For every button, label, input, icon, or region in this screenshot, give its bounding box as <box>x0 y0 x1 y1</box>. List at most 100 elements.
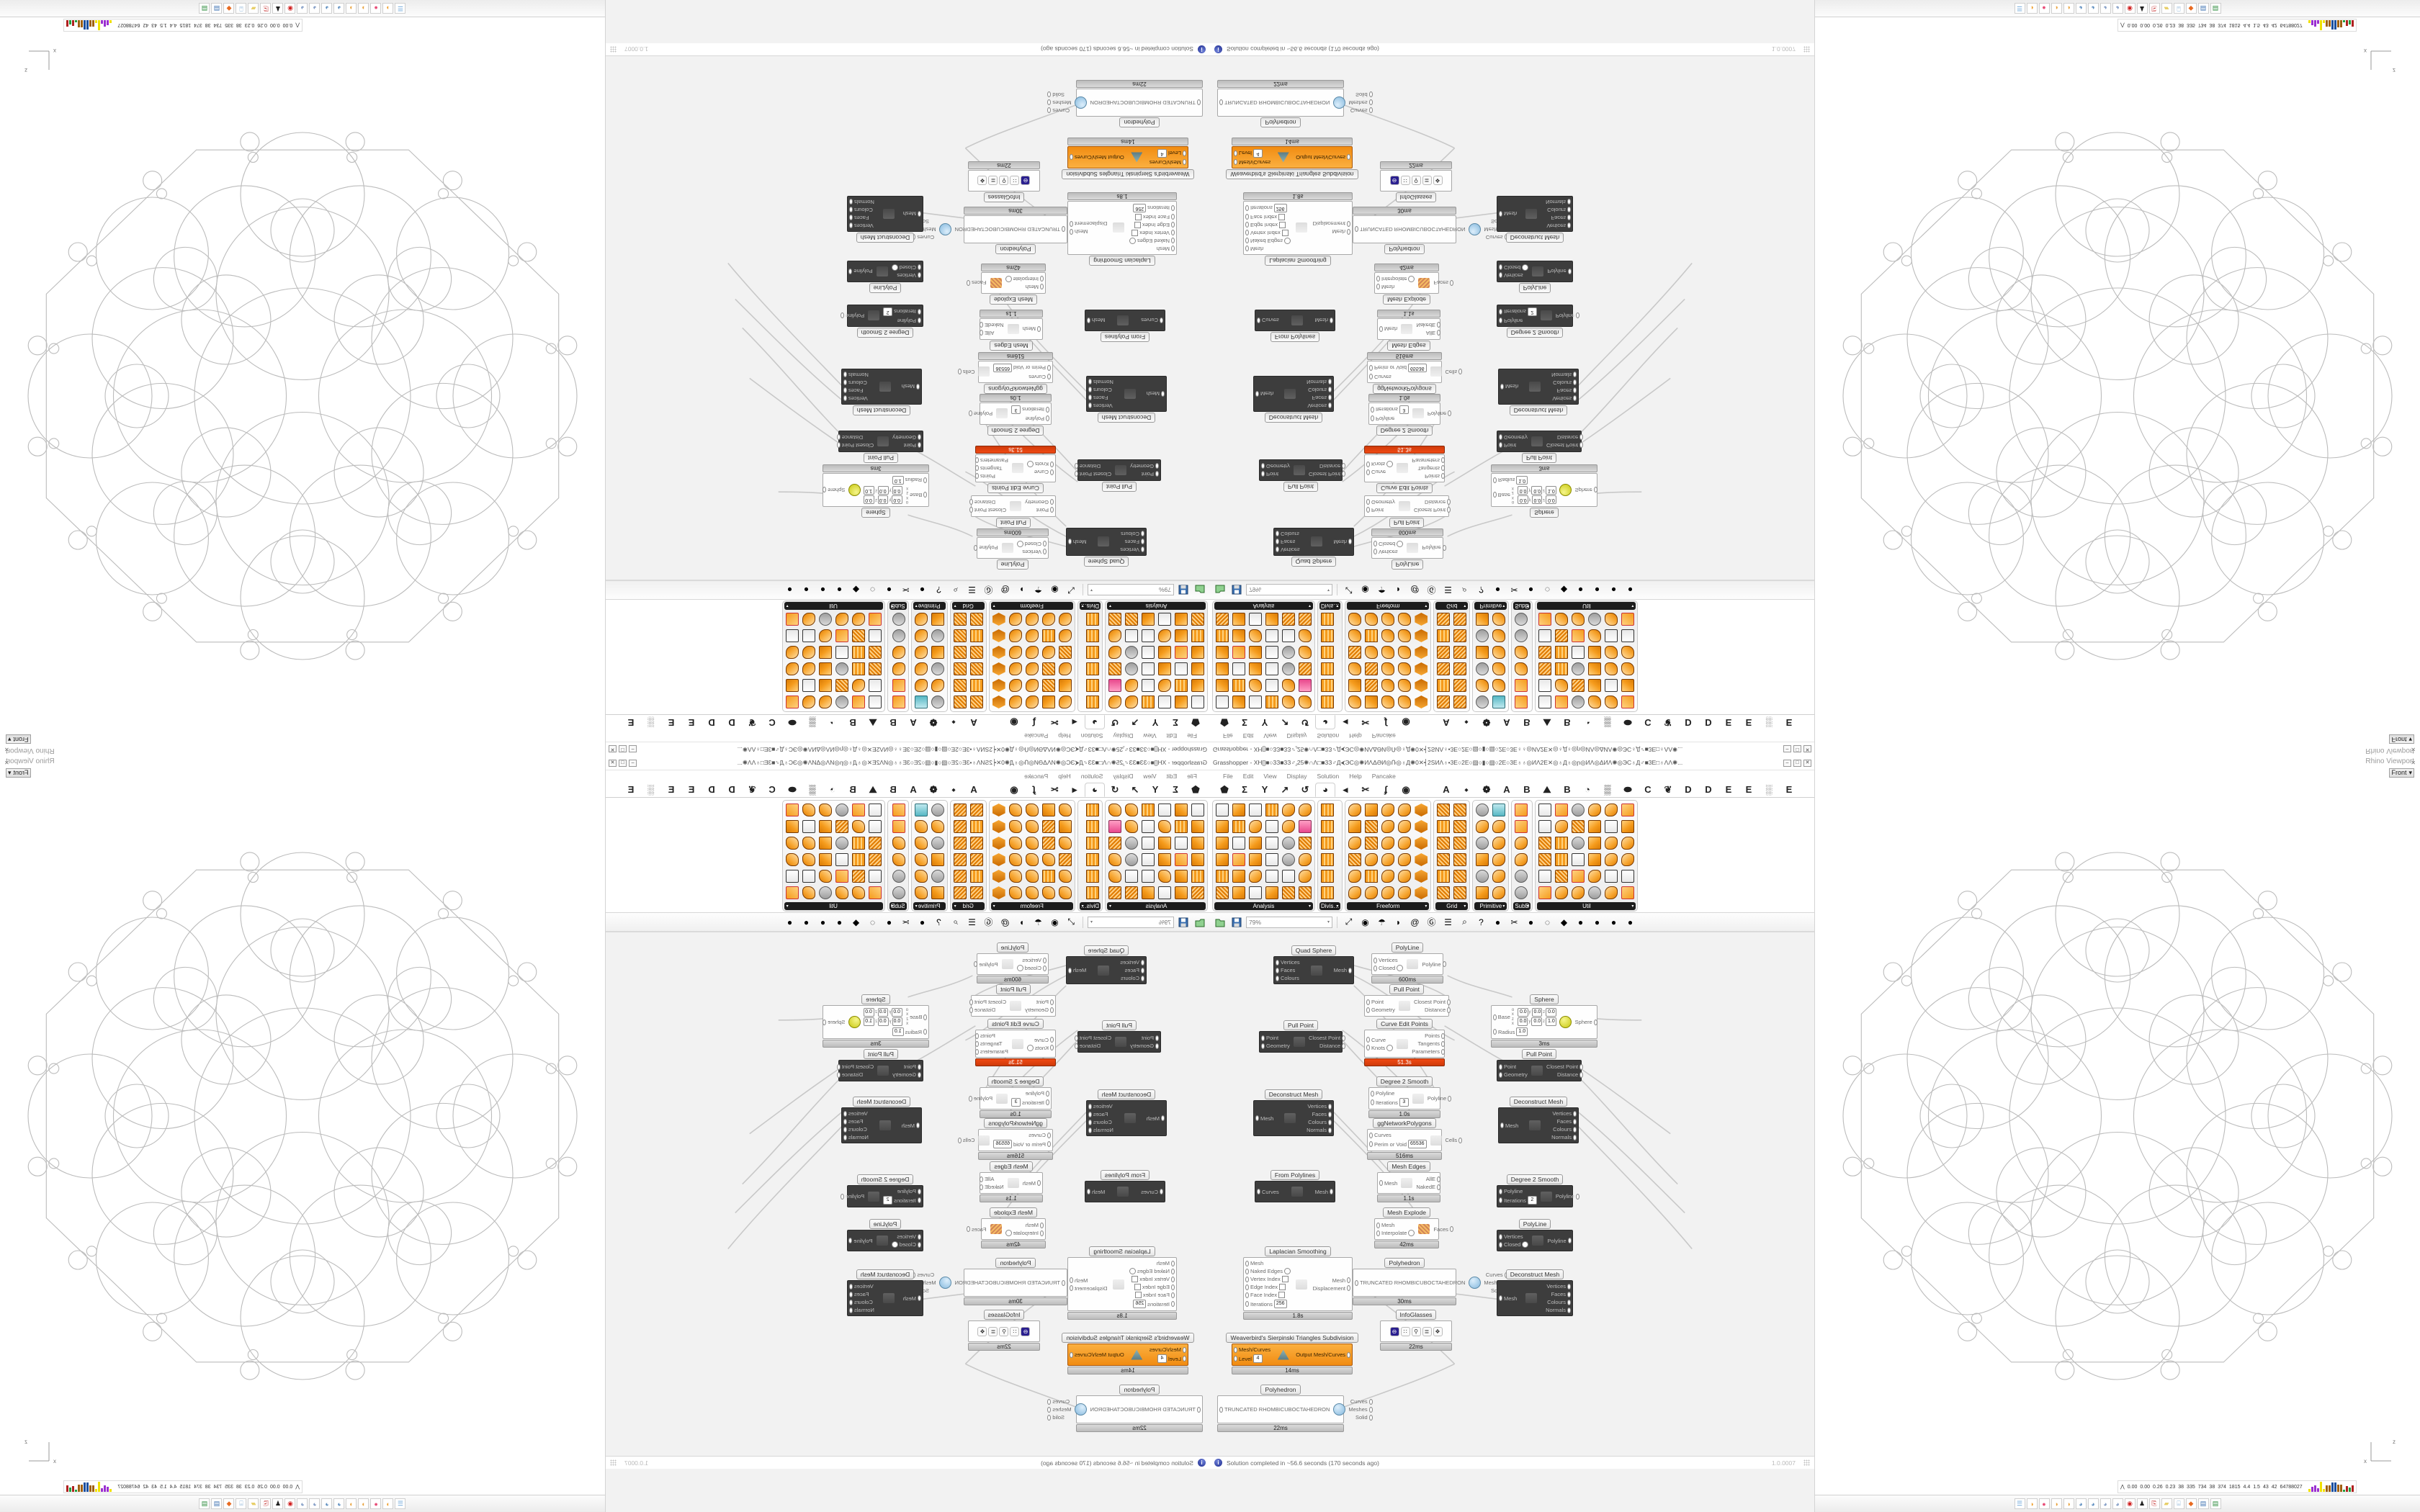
zoom-level-input[interactable]: 79% ▾ <box>1246 916 1332 928</box>
perim-void-field[interactable]: 65536 <box>1408 364 1427 372</box>
component-timer-bar[interactable]: 1.0s <box>980 394 1052 402</box>
gha-icon[interactable]: Ⓖ <box>984 585 993 595</box>
component-icon[interactable] <box>834 819 850 834</box>
component-icon[interactable] <box>1057 628 1073 644</box>
component-icon[interactable] <box>1124 644 1139 660</box>
port-dot-icon[interactable] <box>1050 1037 1054 1043</box>
input-port[interactable]: Vertex Index <box>1129 230 1175 236</box>
component-icon[interactable] <box>1157 661 1173 677</box>
component-icon[interactable] <box>1190 885 1206 901</box>
component-body[interactable]: ⊖ ∷ ⚲ ≣ ❖ <box>968 170 1040 192</box>
port-dot-icon[interactable] <box>849 199 853 205</box>
index-field[interactable] <box>1278 1284 1286 1290</box>
component-icon[interactable] <box>1347 661 1363 677</box>
tab-vector[interactable]: ↗ <box>1281 783 1289 795</box>
shade-green-icon[interactable]: ● <box>820 585 826 595</box>
input-port[interactable]: TRUNCATED RHOMBICUBOCTAHEDRON <box>1355 1279 1465 1286</box>
shade-blue-icon[interactable]: ● <box>1627 585 1634 595</box>
component-icon[interactable] <box>801 644 817 660</box>
port-dot-icon[interactable] <box>1342 1035 1346 1041</box>
input-port[interactable]: Curves <box>1257 318 1279 324</box>
component-icon[interactable] <box>930 678 946 693</box>
component-icon[interactable] <box>1085 835 1101 851</box>
output-port[interactable]: Sphere <box>1575 487 1597 493</box>
port-dot-icon[interactable] <box>975 1040 980 1047</box>
port-dot-icon[interactable] <box>1171 238 1175 244</box>
iterations-field[interactable]: 2 <box>883 1196 893 1205</box>
component-icon[interactable] <box>784 868 800 884</box>
component-icon[interactable] <box>1247 611 1263 627</box>
port-dot-icon[interactable] <box>1373 549 1377 555</box>
component-body[interactable]: Mesh Vertices Faces Colours Normals <box>847 1280 923 1316</box>
output-port[interactable]: Mesh <box>1315 318 1333 324</box>
component-caption[interactable]: Degree 2 Smooth <box>856 328 914 338</box>
port-dot-icon[interactable] <box>1255 1115 1259 1121</box>
plane-value-field[interactable]: 0.0 <box>878 486 889 495</box>
component-icon[interactable] <box>969 885 985 901</box>
gh-component[interactable]: Laplacian Smoothing Mesh Naked Edges Vertex… <box>1243 192 1353 266</box>
port-dot-icon[interactable] <box>1141 967 1144 973</box>
output-port[interactable]: Closest Point <box>1414 999 1451 1005</box>
component-icon[interactable] <box>1008 628 1023 644</box>
output-port[interactable]: Solid <box>1355 91 1373 98</box>
ribbon-group-grid[interactable]: Grid ▾ <box>949 800 987 912</box>
gh-component[interactable]: Pull Point Point Geometry Closest Point Dist… <box>1497 1049 1584 1081</box>
input-port[interactable]: Naked Edges <box>1129 238 1175 244</box>
component-icon[interactable] <box>784 611 800 627</box>
component-timer-bar[interactable]: 516ms <box>1367 352 1442 360</box>
component-body[interactable]: Point Geometry Closest Point Distance <box>1259 459 1346 481</box>
component-body[interactable]: Curve Knots Points Tangents Parameters <box>975 454 1056 482</box>
polyhedron-wireframe[interactable] <box>1815 36 2420 756</box>
port-dot-icon[interactable] <box>849 1291 853 1297</box>
shade-orange-icon[interactable]: ● <box>1610 585 1617 595</box>
port-dot-icon[interactable] <box>975 1032 980 1039</box>
component-icon[interactable] <box>1491 628 1507 644</box>
chevron-down-icon[interactable]: ▾ <box>915 603 918 608</box>
boolean-toggle-icon[interactable] <box>1005 1230 1012 1236</box>
save-blue-icon[interactable]: ▤ <box>2197 1498 2209 1509</box>
output-port[interactable]: Normals <box>1551 1134 1577 1140</box>
radius-field[interactable]: 1.0 <box>892 476 904 485</box>
port-dot-icon[interactable] <box>1088 402 1092 409</box>
tab-intersect[interactable]: ✂ <box>1050 717 1059 729</box>
component-caption[interactable]: Sphere <box>1530 508 1559 518</box>
input-port[interactable]: Perim or Void 65536 <box>993 1140 1051 1148</box>
component-caption[interactable]: Sphere <box>861 508 890 518</box>
port-dot-icon[interactable] <box>918 442 921 449</box>
gh-component[interactable]: Sphere Base o x 0.0 y 0.0 z 0.0 z x 0.0 y 0.0 z 1.0 Ra… <box>823 464 929 518</box>
zoom-extents-icon[interactable]: ⤢ <box>1067 917 1075 927</box>
port-dot-icon[interactable] <box>969 499 973 505</box>
port-dot-icon[interactable] <box>979 1184 983 1190</box>
port-dot-icon[interactable] <box>1255 391 1259 397</box>
component-icon[interactable] <box>1157 885 1173 901</box>
port-dot-icon[interactable] <box>1088 1111 1092 1117</box>
component-timer-bar[interactable]: 51.3s <box>975 1058 1056 1066</box>
component-icon[interactable] <box>969 802 985 818</box>
rhino-icon-3[interactable]: ◑ <box>2063 1498 2074 1509</box>
component-timer-bar[interactable]: 600ms <box>1371 976 1443 984</box>
component-icon[interactable] <box>1264 661 1280 677</box>
component-icon[interactable] <box>1603 611 1619 627</box>
input-port[interactable]: Vertices <box>1120 959 1144 966</box>
gh-component[interactable]: Weaverbird's Sierpinski Triangles Subdiv… <box>1062 138 1194 179</box>
component-icon[interactable] <box>1190 628 1206 644</box>
input-port[interactable]: Geometry <box>1025 499 1054 505</box>
output-port[interactable]: Faces <box>967 280 987 287</box>
gh-component[interactable]: Laplacian Smoothing Mesh Naked Edges Vertex… <box>1243 1246 1353 1320</box>
flame-icon[interactable]: ◆ <box>223 1498 235 1509</box>
component-icon[interactable] <box>991 644 1007 660</box>
shade-green-icon[interactable]: ● <box>1594 917 1600 927</box>
component-caption[interactable]: ggNetworkPolygons <box>984 1118 1047 1128</box>
component-icon[interactable] <box>930 802 946 818</box>
shade-ghost-icon[interactable]: ◌ <box>1544 917 1551 927</box>
tab-vector[interactable]: ↗ <box>1131 717 1139 729</box>
component-body[interactable]: Mesh Vertices Faces Colours Normals <box>841 369 922 405</box>
component-body[interactable]: Mesh/Curves Level 4 Output Mesh/Curves <box>1232 146 1353 168</box>
shade-ghost-icon[interactable]: ◌ <box>869 585 876 595</box>
tab-e1[interactable]: E <box>1725 784 1732 795</box>
port-dot-icon[interactable] <box>918 434 921 441</box>
port-dot-icon[interactable] <box>1161 391 1165 397</box>
tab-curve[interactable]: ↺ <box>1111 717 1119 729</box>
component-icon[interactable] <box>1157 835 1173 851</box>
